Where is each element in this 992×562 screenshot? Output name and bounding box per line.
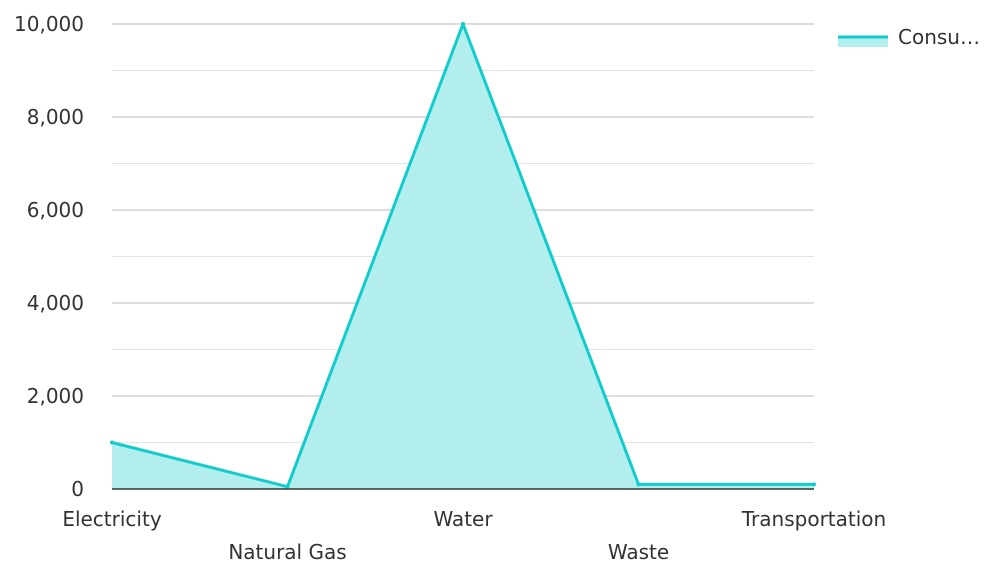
data-point[interactable] — [636, 482, 641, 487]
y-tick-label: 10,000 — [14, 12, 84, 36]
x-axis-tick-labels: Electricity Natural Gas Water Waste Transpor… — [62, 507, 886, 562]
x-tick-label: Waste — [608, 540, 669, 562]
y-tick-label: 0 — [71, 477, 84, 501]
data-point[interactable] — [461, 22, 465, 26]
y-tick-label: 8,000 — [27, 105, 84, 129]
data-point[interactable] — [812, 482, 816, 487]
legend-swatch-fill — [838, 37, 888, 47]
x-tick-label: Water — [433, 507, 493, 531]
data-point[interactable] — [285, 484, 290, 489]
data-point[interactable] — [110, 440, 114, 445]
y-tick-label: 6,000 — [27, 198, 84, 222]
legend[interactable]: Consu… — [838, 25, 980, 49]
y-axis-tick-labels: 0 2,000 4,000 6,000 8,000 10,000 — [14, 12, 84, 501]
y-tick-label: 4,000 — [27, 291, 84, 315]
legend-entry-label: Consu… — [898, 25, 980, 49]
area-fill — [112, 24, 814, 489]
area-series — [110, 22, 816, 489]
y-tick-label: 2,000 — [27, 384, 84, 408]
x-tick-label: Transportation — [741, 507, 886, 531]
x-tick-label: Natural Gas — [228, 540, 346, 562]
x-tick-label: Electricity — [62, 507, 162, 531]
